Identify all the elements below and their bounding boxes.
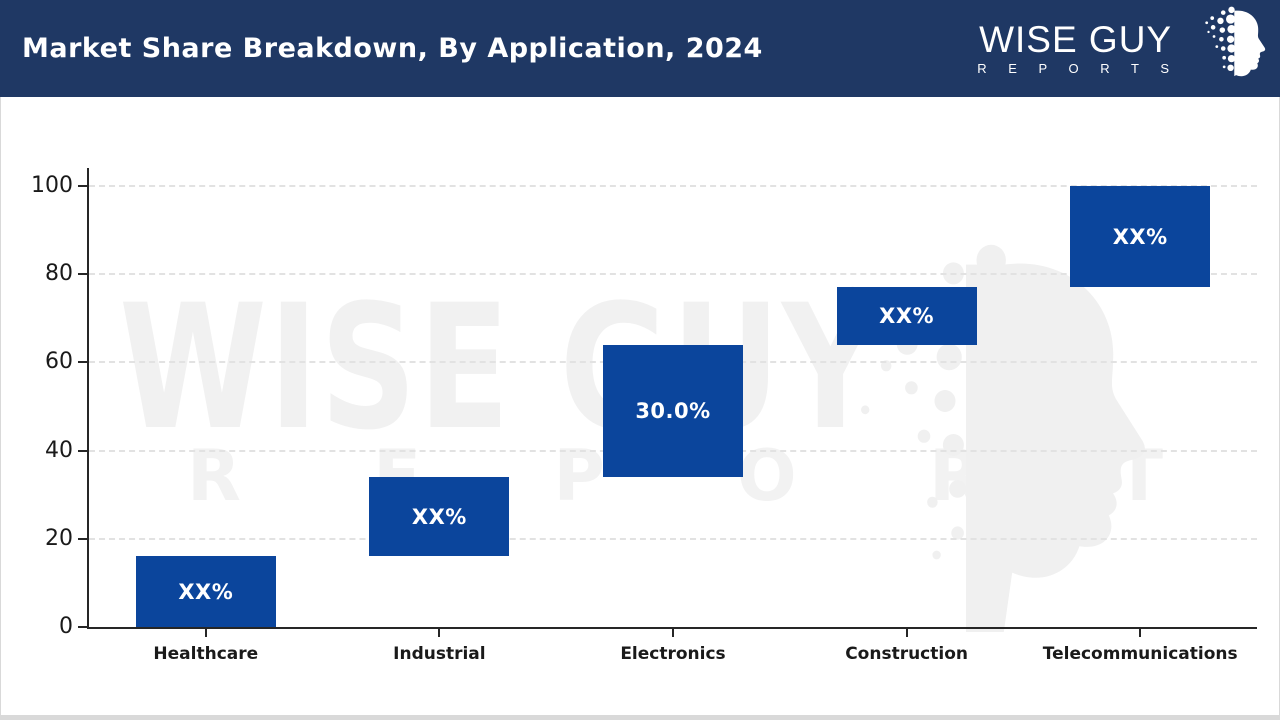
dotted-face-logo-icon <box>1205 6 1266 77</box>
y-tick-0 <box>78 626 87 628</box>
x-tick-construction <box>905 629 908 637</box>
gridline-100 <box>89 185 1257 187</box>
x-category-label-telecommunications: Telecommunications <box>1042 644 1238 664</box>
bar-value-label: 30.0% <box>635 398 711 423</box>
bar-healthcare: XX% <box>135 556 276 627</box>
x-tick-telecommunications <box>1139 629 1142 637</box>
x-tick-healthcare <box>204 629 207 637</box>
gridline-20 <box>89 537 1257 540</box>
wise-guy-logo: WISE GUY R E P O R T S <box>973 0 1272 97</box>
y-tick-label-40: 40 <box>45 437 73 463</box>
y-axis-spine <box>87 168 89 629</box>
page-title: Market Share Breakdown, By Application, … <box>22 33 763 64</box>
x-category-label-electronics: Electronics <box>620 644 726 664</box>
chart-area: WISE GUY R E P O R T S XX%XX%30.0%XX%XX%… <box>0 97 1280 720</box>
brand-name: WISE GUY <box>979 19 1173 60</box>
wise-guy-logo-text: WISE GUY R E P O R T S <box>973 21 1178 76</box>
y-tick-80 <box>78 273 87 276</box>
y-tick-label-0: 0 <box>59 614 73 639</box>
y-tick-label-20: 20 <box>45 525 73 551</box>
bar-construction: XX% <box>836 287 977 345</box>
x-category-label-construction: Construction <box>845 644 968 664</box>
y-tick-label-80: 80 <box>45 261 73 287</box>
bar-value-label: XX% <box>411 504 467 529</box>
header-bar: Market Share Breakdown, By Application, … <box>0 0 1280 97</box>
bottom-border-strip <box>0 715 1280 720</box>
x-category-label-healthcare: Healthcare <box>153 644 259 664</box>
y-tick-label-100: 100 <box>31 173 73 198</box>
y-tick-40 <box>78 449 87 452</box>
y-tick-label-60: 60 <box>45 349 73 375</box>
y-tick-60 <box>78 361 87 364</box>
y-tick-20 <box>78 537 87 540</box>
bar-value-label: XX% <box>178 579 234 604</box>
watermark-text-line1: WISE GUY <box>119 267 881 468</box>
bar-value-label: XX% <box>1112 224 1168 249</box>
x-tick-electronics <box>672 629 674 637</box>
bar-telecommunications: XX% <box>1070 186 1211 288</box>
bar-industrial: XX% <box>369 477 510 557</box>
bar-value-label: XX% <box>879 304 935 329</box>
x-tick-industrial <box>438 629 441 637</box>
y-tick-100 <box>78 185 87 187</box>
brand-subtitle: R E P O R T S <box>977 61 1178 76</box>
x-axis-spine <box>87 627 1257 629</box>
bar-electronics: 30.0% <box>603 344 743 478</box>
gridline-80 <box>89 273 1257 276</box>
x-category-label-industrial: Industrial <box>393 644 486 664</box>
